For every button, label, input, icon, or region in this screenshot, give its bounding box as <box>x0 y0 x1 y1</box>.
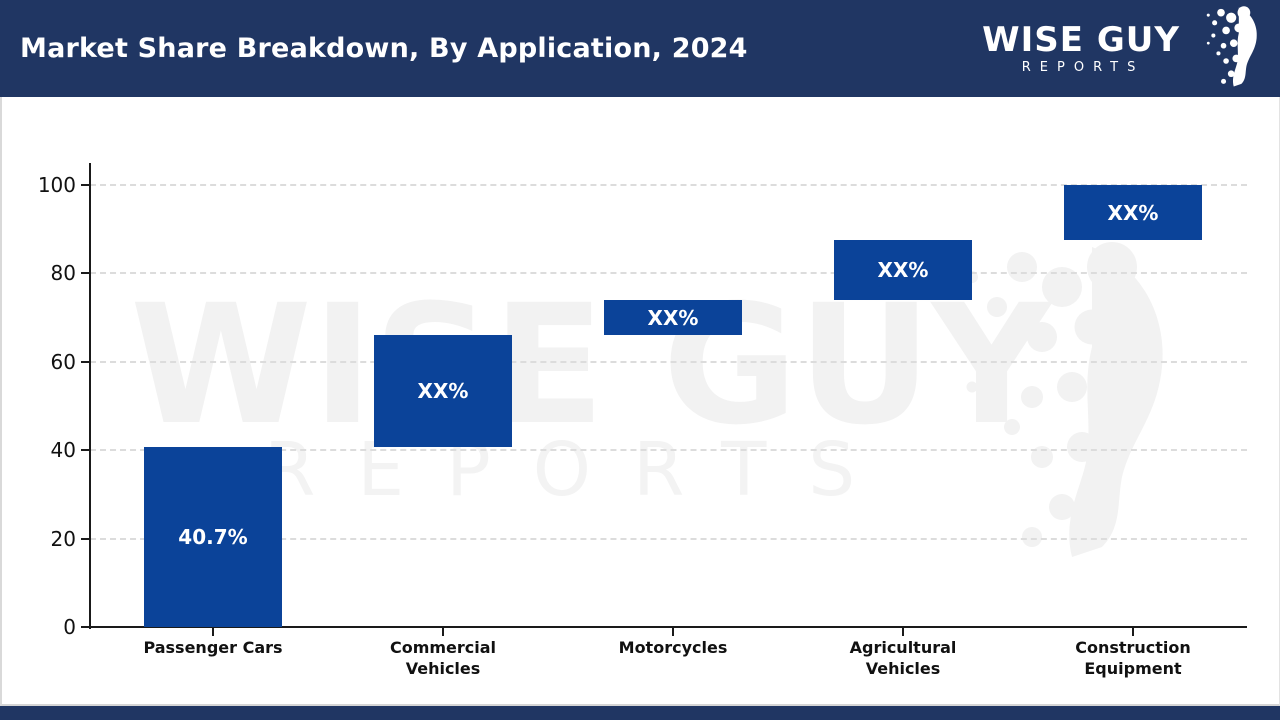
logo-wordmark: WISE GUY <box>982 20 1180 60</box>
bar-value-label-agricultural-vehicles: XX% <box>877 258 929 283</box>
logo-text: WISE GUY REPORTS <box>982 23 1180 74</box>
gridline-60 <box>90 360 1247 363</box>
category-label-construction-equipment: Construction Equipment <box>1075 638 1191 678</box>
category-label-motorcycles: Motorcycles <box>618 638 728 657</box>
ytick-mark-20 <box>81 537 90 540</box>
ytick-label-20: 20 <box>50 526 76 551</box>
xtick-mark-construction-equipment <box>1132 628 1134 636</box>
ytick-mark-60 <box>81 360 90 363</box>
ytick-label-60: 60 <box>50 349 76 374</box>
wiseguy-face-icon <box>1182 5 1260 93</box>
xtick-mark-passenger-cars <box>212 628 214 636</box>
wiseguy-logo: WISE GUY REPORTS <box>982 5 1260 93</box>
bar-value-label-motorcycles: XX% <box>647 305 699 330</box>
bar-value-label-construction-equipment: XX% <box>1107 200 1159 225</box>
xtick-mark-agricultural-vehicles <box>902 628 904 636</box>
y-axis-line <box>89 163 91 629</box>
footer-bar <box>0 706 1280 720</box>
page-title: Market Share Breakdown, By Application, … <box>20 33 748 64</box>
bar-motorcycles: XX% <box>604 299 742 336</box>
gridline-100 <box>90 184 1247 186</box>
bar-construction-equipment: XX% <box>1064 185 1202 241</box>
chart-canvas: WISE GUY REPORTS 0 20 40 60 80 100 40.7% Passen… <box>0 97 1280 706</box>
xtick-mark-commercial-vehicles <box>442 628 444 636</box>
watermark-face-icon <box>872 187 1172 621</box>
bar-value-label-passenger-cars: 40.7% <box>178 525 248 550</box>
gridline-80 <box>90 272 1247 275</box>
ytick-label-80: 80 <box>50 261 76 286</box>
ytick-label-40: 40 <box>50 438 76 463</box>
xtick-mark-motorcycles <box>672 628 674 636</box>
ytick-label-0: 0 <box>63 615 76 639</box>
gridline-20 <box>90 537 1247 540</box>
ytick-mark-40 <box>81 449 90 452</box>
bar-agricultural-vehicles: XX% <box>834 240 972 300</box>
ytick-mark-80 <box>81 272 90 275</box>
logo-subtitle: REPORTS <box>1021 60 1145 75</box>
bar-passenger-cars: 40.7% <box>144 447 282 627</box>
gridline-40 <box>90 449 1247 452</box>
watermark-subtitle: REPORTS <box>264 427 898 513</box>
watermark-wordmark: WISE GUY <box>130 269 1052 461</box>
ytick-mark-0 <box>81 626 90 628</box>
header-bar: Market Share Breakdown, By Application, … <box>0 0 1280 97</box>
ytick-label-100: 100 <box>37 173 76 197</box>
x-axis-line <box>89 626 1247 628</box>
bar-value-label-commercial-vehicles: XX% <box>417 379 469 404</box>
category-label-agricultural-vehicles: Agricultural Vehicles <box>849 638 957 678</box>
category-label-commercial-vehicles: Commercial Vehicles <box>389 638 497 678</box>
category-label-passenger-cars: Passenger Cars <box>143 638 283 657</box>
bar-commercial-vehicles: XX% <box>374 335 512 448</box>
ytick-mark-100 <box>81 184 90 186</box>
